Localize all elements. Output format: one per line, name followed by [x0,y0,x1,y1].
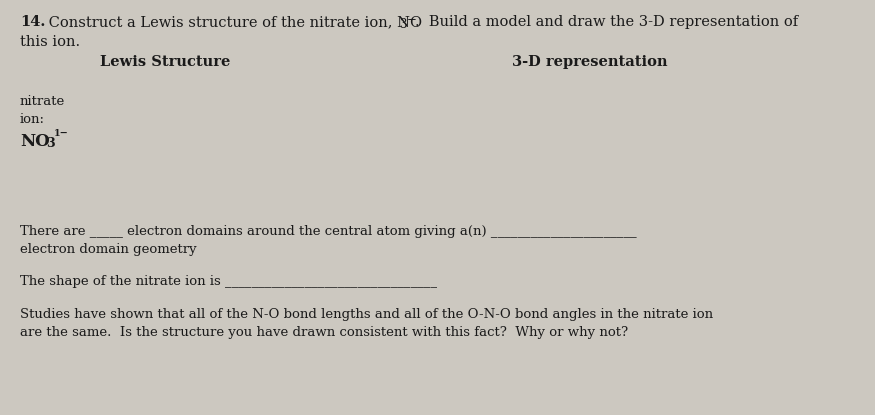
Text: 14.: 14. [20,15,46,29]
Text: 1−: 1− [54,129,69,138]
Text: The shape of the nitrate ion is ________________________________: The shape of the nitrate ion is ________… [20,275,437,288]
Text: Lewis Structure: Lewis Structure [100,55,230,69]
Text: .  Build a model and draw the 3-D representation of: . Build a model and draw the 3-D represe… [415,15,798,29]
Text: Studies have shown that all of the N-O bond lengths and all of the O-N-O bond an: Studies have shown that all of the N-O b… [20,308,713,321]
Text: There are _____ electron domains around the central atom giving a(n) ___________: There are _____ electron domains around … [20,225,637,238]
Text: electron domain geometry: electron domain geometry [20,243,197,256]
Text: 3-D representation: 3-D representation [512,55,668,69]
Text: 3: 3 [46,137,54,150]
Text: are the same.  Is the structure you have drawn consistent with this fact?  Why o: are the same. Is the structure you have … [20,326,628,339]
Text: NO: NO [20,133,50,150]
Text: ion:: ion: [20,113,45,126]
Text: Construct a Lewis structure of the nitrate ion, NO: Construct a Lewis structure of the nitra… [44,15,422,29]
Text: nitrate: nitrate [20,95,66,108]
Text: −: − [407,12,416,25]
Text: this ion.: this ion. [20,35,80,49]
Text: 3: 3 [399,18,407,31]
